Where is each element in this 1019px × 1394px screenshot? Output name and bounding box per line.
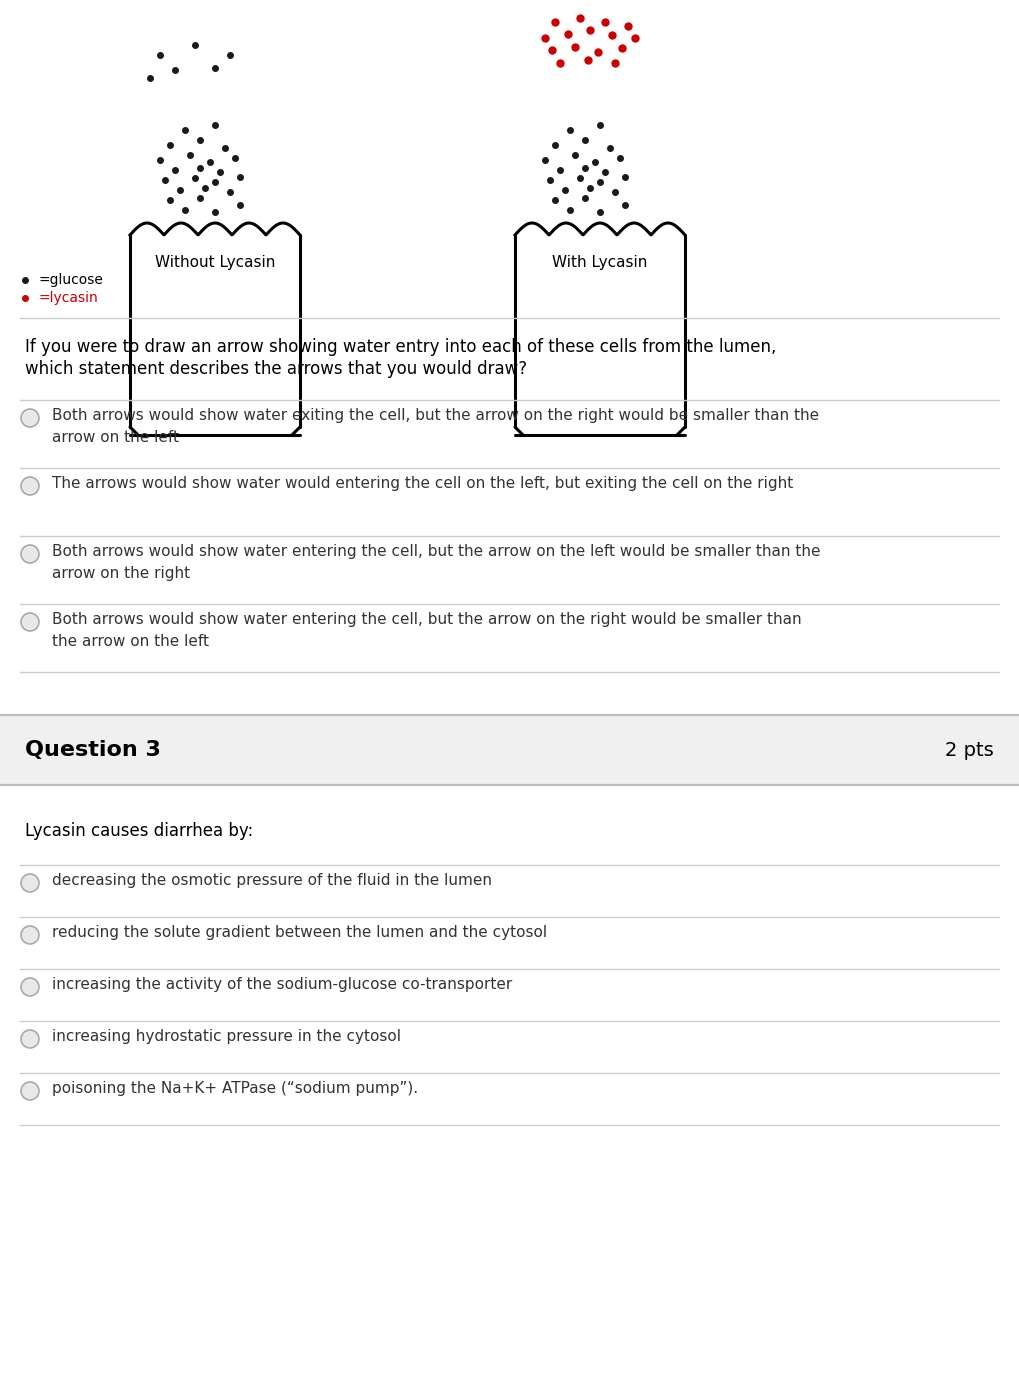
Text: =glucose: =glucose	[39, 273, 104, 287]
Circle shape	[21, 477, 39, 495]
FancyBboxPatch shape	[0, 715, 1019, 785]
Text: decreasing the osmotic pressure of the fluid in the lumen: decreasing the osmotic pressure of the f…	[52, 873, 492, 888]
Text: Both arrows would show water entering the cell, but the arrow on the left would : Both arrows would show water entering th…	[52, 544, 820, 559]
Text: Both arrows would show water entering the cell, but the arrow on the right would: Both arrows would show water entering th…	[52, 612, 802, 627]
Circle shape	[21, 408, 39, 427]
Circle shape	[21, 926, 39, 944]
Circle shape	[21, 613, 39, 631]
Circle shape	[21, 545, 39, 563]
Text: increasing hydrostatic pressure in the cytosol: increasing hydrostatic pressure in the c…	[52, 1029, 401, 1044]
Text: Both arrows would show water exiting the cell, but the arrow on the right would : Both arrows would show water exiting the…	[52, 408, 819, 422]
Text: the arrow on the left: the arrow on the left	[52, 634, 209, 650]
Text: which statement describes the arrows that you would draw?: which statement describes the arrows tha…	[25, 360, 527, 378]
Text: arrow on the right: arrow on the right	[52, 566, 191, 581]
Circle shape	[21, 979, 39, 995]
Text: 2 pts: 2 pts	[946, 740, 994, 760]
Text: The arrows would show water would entering the cell on the left, but exiting the: The arrows would show water would enteri…	[52, 475, 793, 491]
Text: Lycasin causes diarrhea by:: Lycasin causes diarrhea by:	[25, 822, 254, 841]
Text: arrow on the left: arrow on the left	[52, 429, 179, 445]
Circle shape	[21, 1030, 39, 1048]
Text: If you were to draw an arrow showing water entry into each of these cells from t: If you were to draw an arrow showing wat…	[25, 337, 776, 355]
Circle shape	[21, 1082, 39, 1100]
Text: Question 3: Question 3	[25, 740, 161, 760]
Text: =lycasin: =lycasin	[39, 291, 99, 305]
Text: Without Lycasin: Without Lycasin	[155, 255, 275, 270]
Text: increasing the activity of the sodium-glucose co-transporter: increasing the activity of the sodium-gl…	[52, 977, 513, 993]
Text: With Lycasin: With Lycasin	[552, 255, 648, 270]
Text: reducing the solute gradient between the lumen and the cytosol: reducing the solute gradient between the…	[52, 926, 547, 940]
Text: poisoning the Na+K+ ATPase (“sodium pump”).: poisoning the Na+K+ ATPase (“sodium pump…	[52, 1080, 418, 1096]
Circle shape	[21, 874, 39, 892]
